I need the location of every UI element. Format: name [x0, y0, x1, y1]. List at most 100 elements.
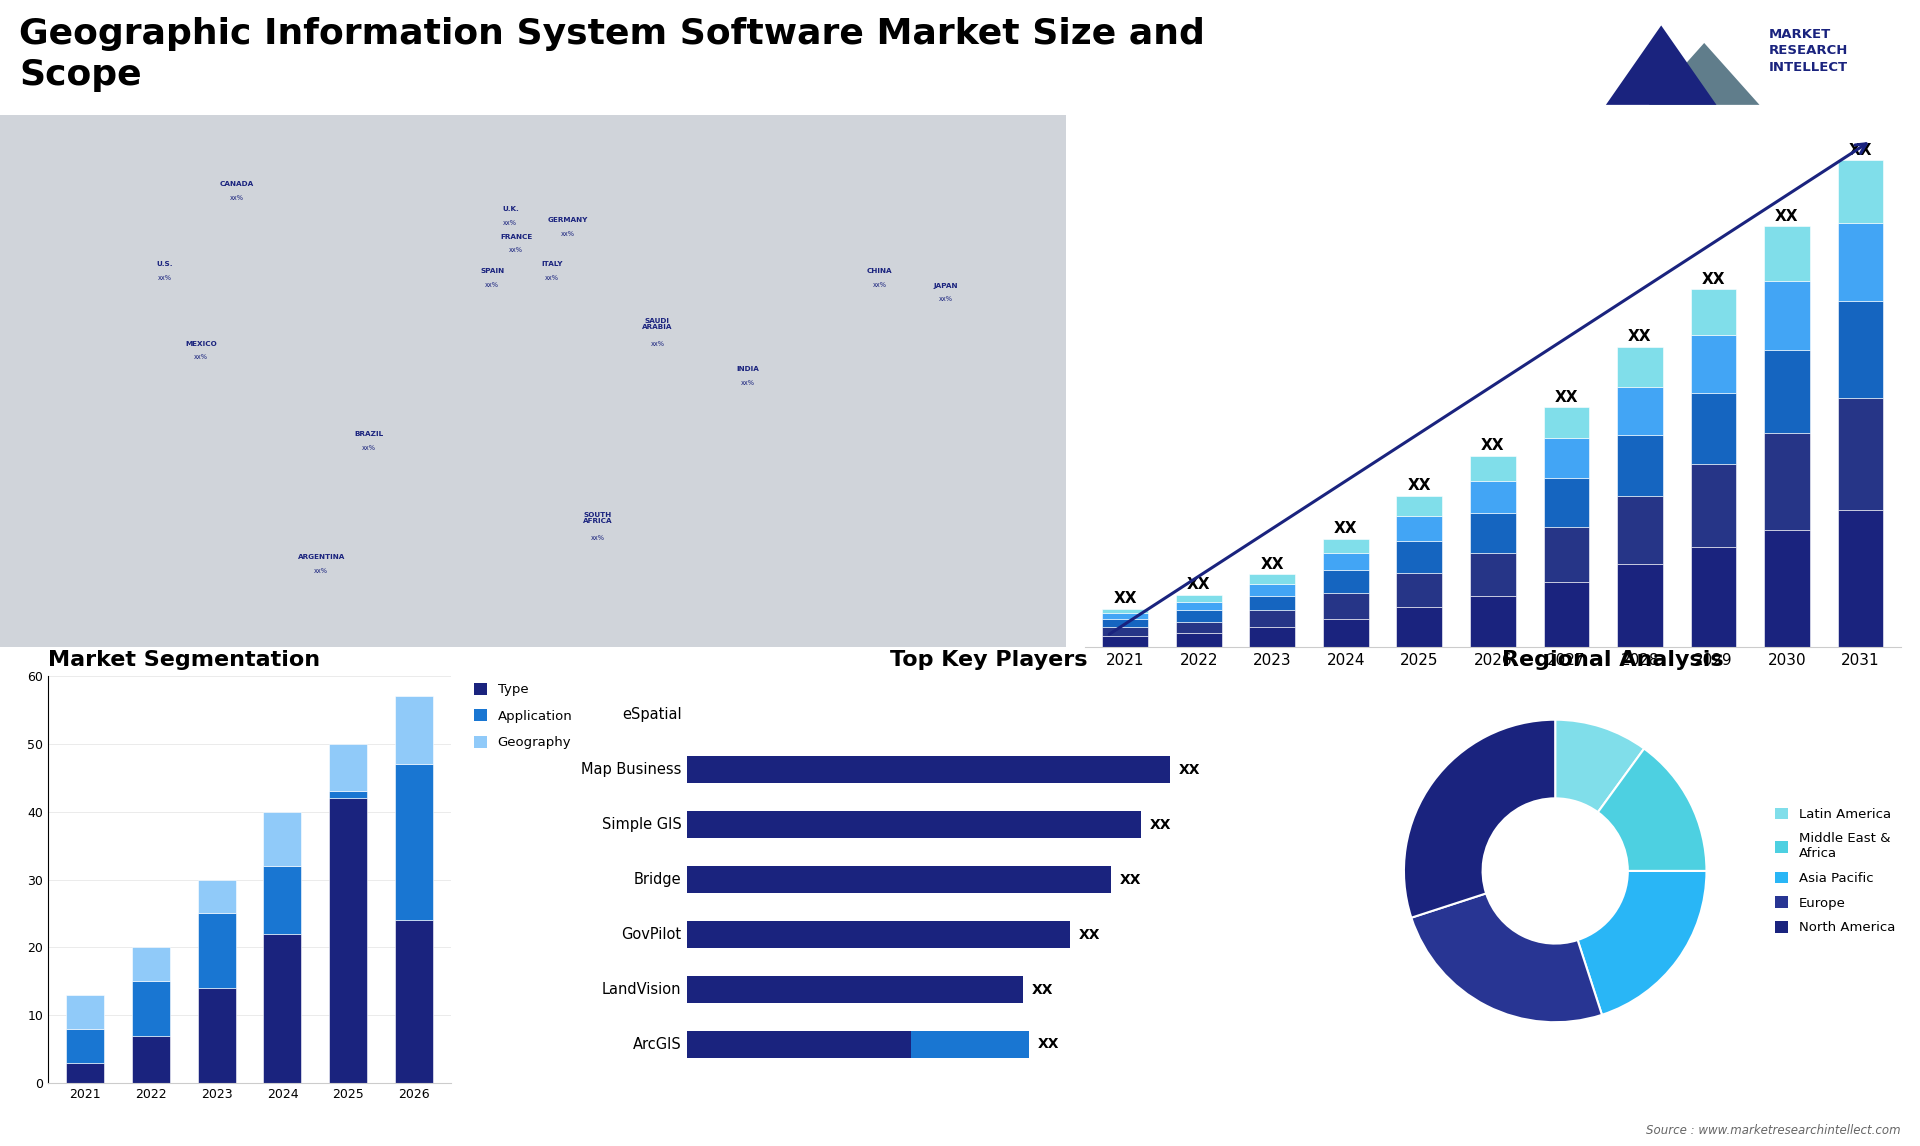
Bar	[1396, 516, 1442, 542]
Bar	[1837, 300, 1884, 398]
Bar	[1690, 392, 1736, 464]
Bar	[1250, 574, 1296, 584]
Bar	[1544, 582, 1590, 647]
Bar	[132, 1036, 171, 1083]
Bar	[687, 975, 1023, 1003]
Bar	[67, 1062, 104, 1083]
Bar	[1175, 602, 1221, 610]
Text: U.K.: U.K.	[501, 206, 518, 212]
Bar	[1396, 496, 1442, 516]
Bar	[1323, 619, 1369, 647]
Bar	[132, 981, 171, 1036]
Text: SPAIN: SPAIN	[480, 268, 505, 274]
Text: XX: XX	[1079, 927, 1100, 942]
Text: Source : www.marketresearchintellect.com: Source : www.marketresearchintellect.com	[1645, 1124, 1901, 1137]
Bar	[396, 764, 432, 920]
Text: Geographic Information System Software Market Size and
Scope: Geographic Information System Software M…	[19, 17, 1206, 92]
Text: ARGENTINA: ARGENTINA	[298, 555, 346, 560]
Text: XX: XX	[1628, 329, 1651, 344]
Bar	[67, 1029, 104, 1062]
Bar	[1102, 619, 1148, 628]
Text: MEXICO: MEXICO	[184, 340, 217, 346]
Text: xx%: xx%	[315, 568, 328, 574]
Bar	[132, 948, 171, 981]
Text: XX: XX	[1150, 817, 1171, 832]
Bar	[1323, 539, 1369, 552]
Bar	[1544, 407, 1590, 439]
Text: xx%: xx%	[486, 282, 499, 288]
Polygon shape	[1605, 25, 1716, 104]
Text: xx%: xx%	[651, 340, 664, 346]
Bar	[1544, 478, 1590, 527]
Text: xx%: xx%	[194, 354, 207, 360]
Text: XX: XX	[1261, 557, 1284, 572]
Bar	[328, 799, 367, 1083]
Text: XX: XX	[1114, 591, 1137, 606]
Bar	[1764, 350, 1811, 432]
Bar	[328, 744, 367, 792]
Text: JAPAN: JAPAN	[933, 283, 958, 289]
Text: XX: XX	[1037, 1037, 1060, 1052]
Bar	[67, 995, 104, 1029]
Wedge shape	[1578, 871, 1707, 1015]
Bar	[1837, 223, 1884, 300]
Bar	[396, 697, 432, 764]
Bar	[1471, 455, 1515, 481]
Bar	[1690, 548, 1736, 647]
Bar	[1690, 289, 1736, 335]
Bar	[687, 866, 1112, 893]
Bar	[1323, 552, 1369, 570]
Text: XX: XX	[1849, 143, 1872, 158]
Text: xx%: xx%	[157, 275, 173, 281]
Bar	[198, 913, 236, 988]
Text: FRANCE: FRANCE	[501, 234, 532, 240]
Text: xx%: xx%	[561, 231, 574, 237]
Bar	[1396, 542, 1442, 573]
Text: SAUDI
ARABIA: SAUDI ARABIA	[641, 317, 672, 330]
Bar	[687, 1030, 912, 1058]
Bar	[687, 811, 1140, 839]
Bar	[1617, 387, 1663, 435]
Bar	[328, 792, 367, 799]
Bar	[912, 1030, 1029, 1058]
Bar	[1837, 399, 1884, 510]
Bar	[1323, 570, 1369, 594]
Text: Market Segmentation: Market Segmentation	[48, 651, 321, 670]
Bar	[1764, 226, 1811, 281]
Text: xx%: xx%	[503, 220, 516, 226]
Text: BRAZIL: BRAZIL	[355, 431, 384, 438]
Bar	[1764, 432, 1811, 529]
Bar	[1250, 596, 1296, 610]
Bar	[396, 920, 432, 1083]
Bar	[1471, 552, 1515, 596]
Bar	[198, 988, 236, 1083]
Bar	[1690, 335, 1736, 392]
Bar	[263, 934, 301, 1083]
Bar	[687, 920, 1069, 948]
Text: ITALY: ITALY	[541, 261, 563, 267]
Wedge shape	[1411, 894, 1601, 1022]
Bar	[1175, 633, 1221, 647]
Bar	[1690, 464, 1736, 548]
Text: XX: XX	[1555, 390, 1578, 405]
Text: XX: XX	[1407, 478, 1430, 493]
Text: XX: XX	[1334, 521, 1357, 536]
Text: Bridge: Bridge	[634, 872, 682, 887]
Bar	[1323, 594, 1369, 619]
Bar	[1471, 596, 1515, 647]
Bar	[1837, 510, 1884, 647]
Text: eSpatial: eSpatial	[622, 707, 682, 722]
Text: Regional Analysis: Regional Analysis	[1501, 651, 1724, 670]
Bar	[1102, 613, 1148, 619]
Bar	[1544, 438, 1590, 478]
Bar	[1764, 281, 1811, 350]
Text: xx%: xx%	[230, 195, 244, 201]
Wedge shape	[1404, 720, 1555, 918]
Text: INDIA: INDIA	[735, 366, 758, 372]
Bar	[1175, 610, 1221, 621]
Text: xx%: xx%	[741, 379, 755, 386]
Text: CHINA: CHINA	[866, 268, 893, 274]
Text: xx%: xx%	[872, 282, 887, 288]
Bar	[1617, 564, 1663, 647]
Bar	[1102, 636, 1148, 647]
